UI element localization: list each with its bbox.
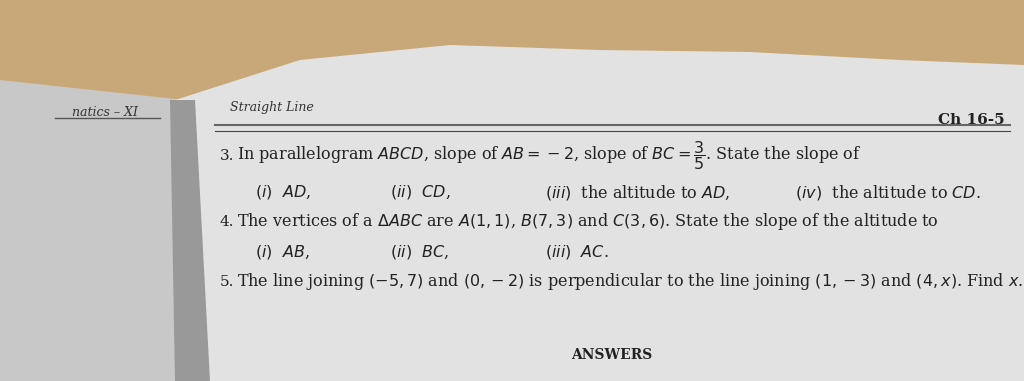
Text: In parallelogram $ABCD$, slope of $AB = -2$, slope of $BC = \dfrac{3}{5}$. State: In parallelogram $ABCD$, slope of $AB = … <box>237 139 861 173</box>
Text: 4.: 4. <box>220 215 234 229</box>
Polygon shape <box>170 100 210 381</box>
Text: Ch 16-5: Ch 16-5 <box>938 113 1005 127</box>
Text: natics – XI: natics – XI <box>72 106 138 118</box>
Text: Straight Line: Straight Line <box>230 101 313 115</box>
Text: The line joining $(-5, 7)$ and $(0, -2)$ is perpendicular to the line joining $(: The line joining $(-5, 7)$ and $(0, -2)$… <box>237 272 1023 293</box>
Text: $(iii)$  $AC$.: $(iii)$ $AC$. <box>545 243 608 261</box>
Text: 5.: 5. <box>220 275 234 289</box>
Text: $(iii)$  the altitude to $AD$,: $(iii)$ the altitude to $AD$, <box>545 182 730 202</box>
Polygon shape <box>175 45 1024 381</box>
Polygon shape <box>0 80 200 381</box>
Text: $(i)$  $AD$,: $(i)$ $AD$, <box>255 183 311 201</box>
Text: ANSWERS: ANSWERS <box>571 348 652 362</box>
Text: The vertices of a $\Delta ABC$ are $A(1, 1)$, $B(7, 3)$ and $C(3, 6)$. State the: The vertices of a $\Delta ABC$ are $A(1,… <box>237 211 939 232</box>
Text: 3.: 3. <box>220 149 234 163</box>
Text: $(ii)$  $CD$,: $(ii)$ $CD$, <box>390 183 451 201</box>
Text: $(iv)$  the altitude to $CD$.: $(iv)$ the altitude to $CD$. <box>795 182 981 202</box>
Text: $(ii)$  $BC$,: $(ii)$ $BC$, <box>390 243 450 261</box>
Text: $(i)$  $AB$,: $(i)$ $AB$, <box>255 243 309 261</box>
